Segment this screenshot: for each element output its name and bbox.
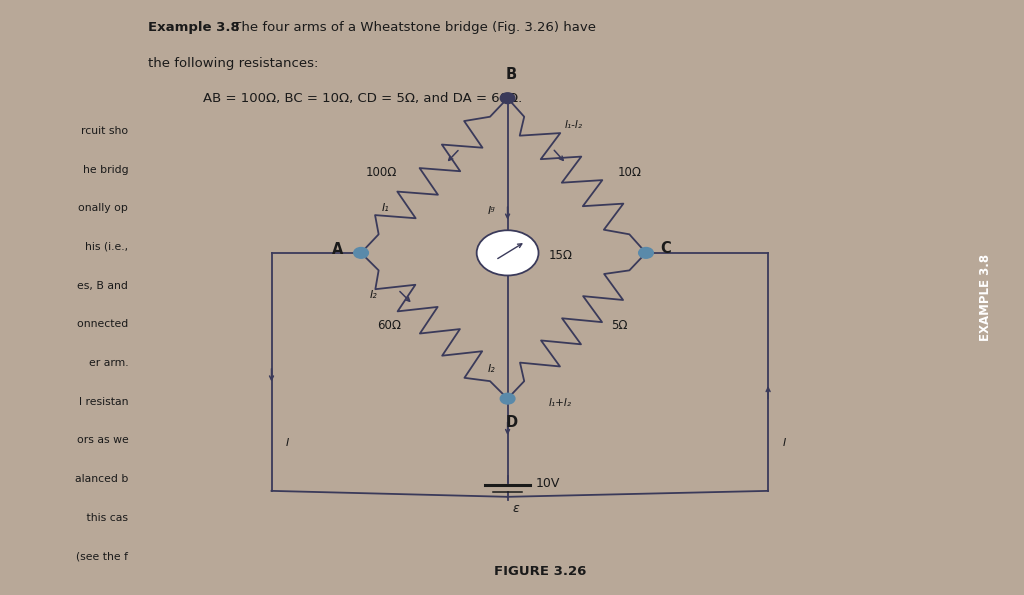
Text: onally op: onally op <box>79 203 130 213</box>
Text: he bridg: he bridg <box>83 165 130 174</box>
Text: EXAMPLE 3.8: EXAMPLE 3.8 <box>979 254 992 341</box>
Text: onnected: onnected <box>77 320 130 329</box>
Text: 10Ω: 10Ω <box>617 166 642 179</box>
Text: FIGURE 3.26: FIGURE 3.26 <box>494 565 587 578</box>
Text: 10V: 10V <box>537 477 560 490</box>
Text: this cas: this cas <box>83 513 130 522</box>
Text: I₁: I₁ <box>382 203 389 213</box>
Circle shape <box>501 393 515 404</box>
Text: l resistan: l resistan <box>79 397 130 406</box>
Text: rcuit sho: rcuit sho <box>81 126 130 136</box>
Text: C: C <box>660 240 672 256</box>
Text: (see the f: (see the f <box>77 552 130 561</box>
Text: B: B <box>506 67 517 82</box>
Text: The four arms of a Wheatstone bridge (Fig. 3.26) have: The four arms of a Wheatstone bridge (Fi… <box>229 21 596 34</box>
Text: alanced b: alanced b <box>75 474 130 484</box>
Text: Example 3.8: Example 3.8 <box>147 21 240 34</box>
Text: 15Ω: 15Ω <box>548 249 572 262</box>
Text: 100Ω: 100Ω <box>366 166 397 179</box>
Text: I₂: I₂ <box>487 364 496 374</box>
Text: ε: ε <box>512 502 519 515</box>
Circle shape <box>476 230 539 275</box>
Text: ors as we: ors as we <box>77 436 130 445</box>
Circle shape <box>501 93 515 104</box>
Text: es, B and: es, B and <box>78 281 130 290</box>
Text: I₁+I₂: I₁+I₂ <box>548 399 571 408</box>
Text: his (i.e.,: his (i.e., <box>85 242 130 252</box>
Text: I₂: I₂ <box>370 290 377 299</box>
Text: I: I <box>782 439 786 448</box>
Text: Iᵍ: Iᵍ <box>487 206 496 216</box>
Text: I: I <box>286 439 290 448</box>
Text: I₁-I₂: I₁-I₂ <box>564 120 583 130</box>
Text: AB = 100Ω, BC = 10Ω, CD = 5Ω, and DA = 60Ω.: AB = 100Ω, BC = 10Ω, CD = 5Ω, and DA = 6… <box>186 92 522 105</box>
Text: the following resistances:: the following resistances: <box>147 57 318 70</box>
Text: D: D <box>506 415 518 430</box>
Circle shape <box>353 248 369 258</box>
Circle shape <box>639 248 653 258</box>
Text: 5Ω: 5Ω <box>611 320 628 332</box>
Text: 60Ω: 60Ω <box>378 320 401 332</box>
Text: er arm.: er arm. <box>89 358 130 368</box>
Text: A: A <box>332 242 343 258</box>
